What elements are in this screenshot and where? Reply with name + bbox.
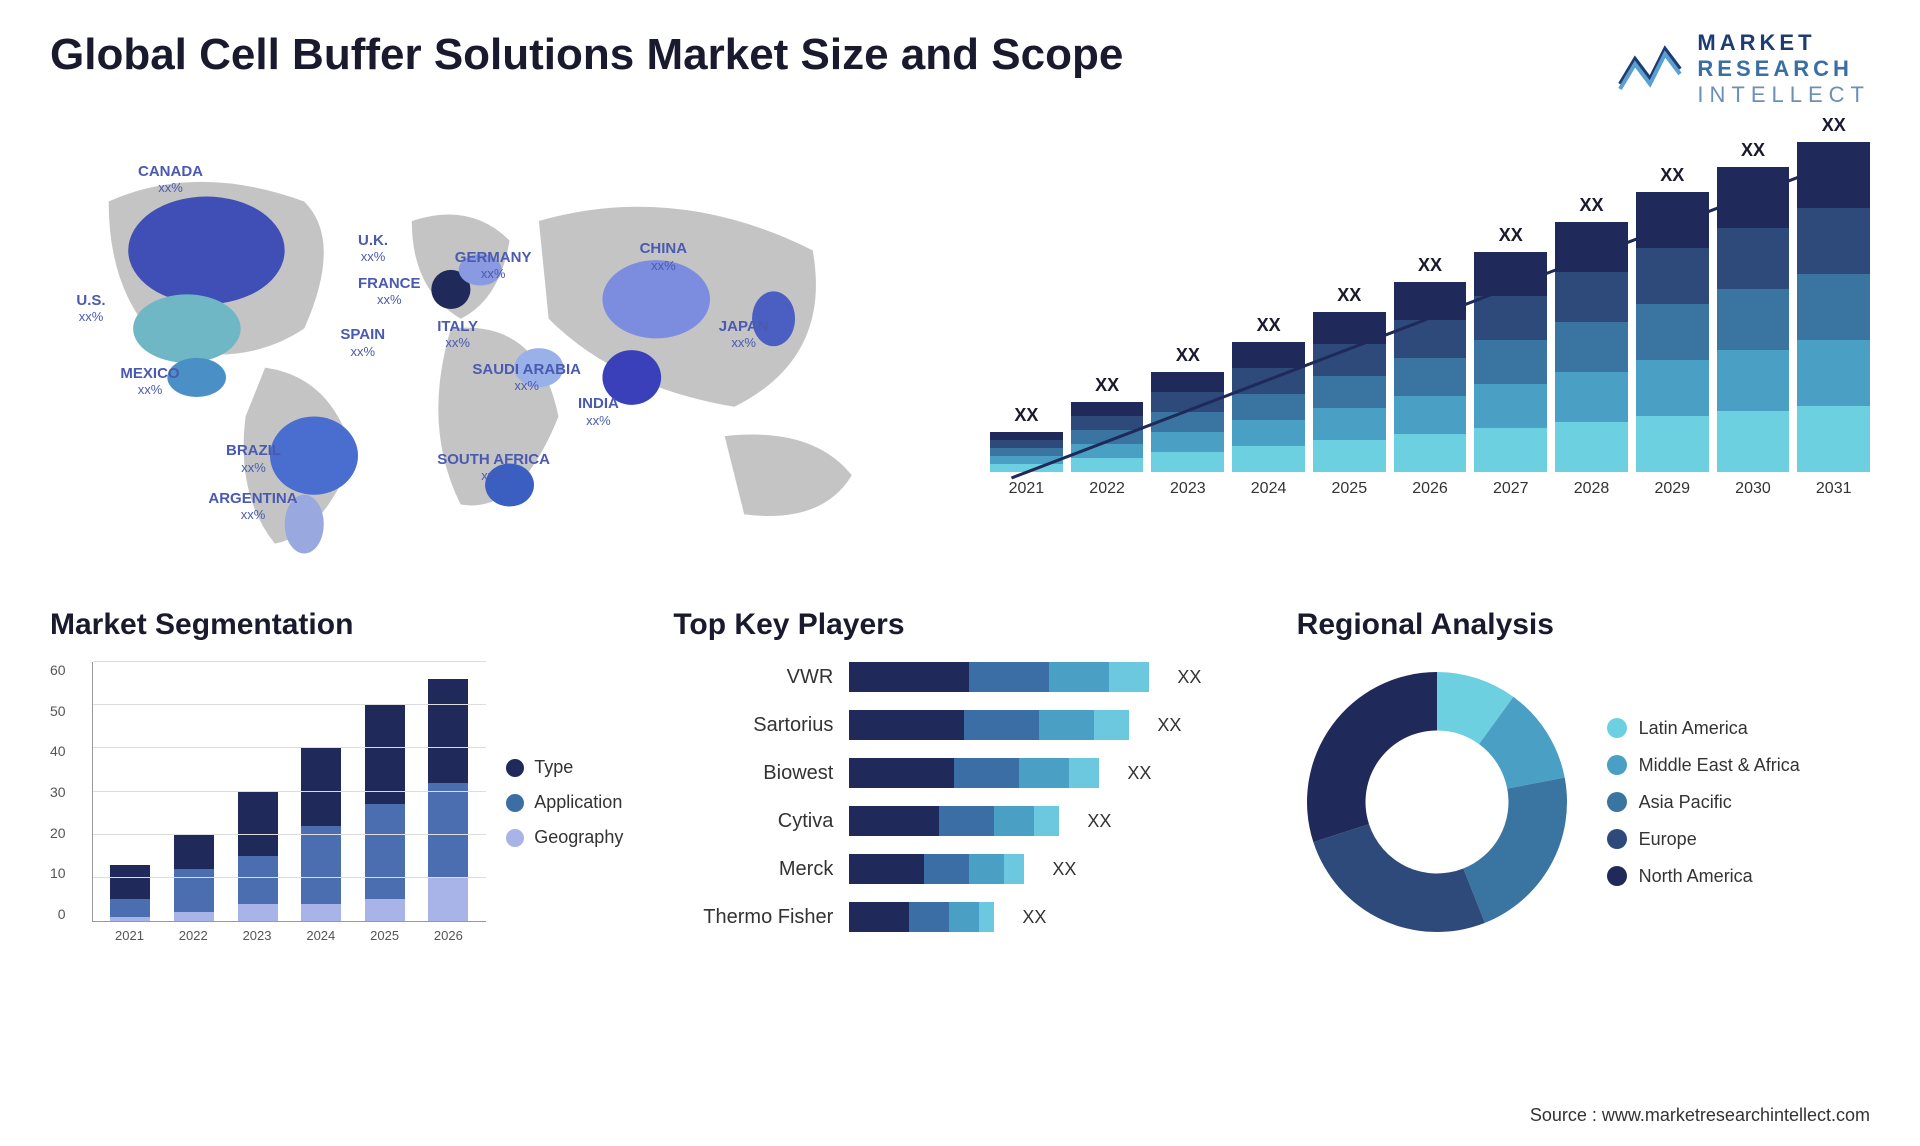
country-label: ARGENTINAxx% [208, 491, 297, 524]
seg-bar [110, 865, 150, 921]
seg-y-axis: 6050403020100 [50, 662, 72, 922]
country-label: BRAZILxx% [226, 443, 281, 476]
logo-line1: MARKET [1697, 30, 1870, 56]
player-row: SartoriusXX [673, 710, 1246, 740]
growth-bar-chart: XX2021XX2022XX2023XX2024XX2025XX2026XX20… [990, 138, 1870, 568]
country-label: ITALYxx% [437, 319, 478, 352]
growth-bar: XX2024 [1232, 315, 1305, 498]
seg-x-axis: 202120222023202420252026 [92, 928, 487, 943]
growth-bar: XX2025 [1313, 285, 1386, 498]
donut-slice [1307, 672, 1437, 842]
players-title: Top Key Players [673, 608, 1246, 642]
map-svg [50, 138, 930, 568]
donut-slice [1463, 778, 1567, 923]
player-row: CytivaXX [673, 806, 1246, 836]
growth-bar: XX2030 [1717, 140, 1790, 498]
country-label: INDIAxx% [578, 396, 619, 429]
seg-bar [428, 679, 468, 921]
seg-bar [238, 792, 278, 922]
growth-bar: XX2031 [1797, 115, 1870, 498]
country-label: CANADAxx% [138, 164, 203, 197]
country-label: SAUDI ARABIAxx% [472, 362, 581, 395]
seg-bar [301, 748, 341, 921]
source-text: Source : www.marketresearchintellect.com [1530, 1105, 1870, 1126]
seg-legend-item: Geography [506, 827, 623, 848]
country-label: MEXICOxx% [120, 366, 179, 399]
donut-slice [1313, 824, 1484, 932]
segmentation-title: Market Segmentation [50, 608, 623, 642]
growth-bar: XX2021 [990, 405, 1063, 498]
logo-line2: RESEARCH [1697, 56, 1870, 82]
country-label: U.S.xx% [76, 293, 105, 326]
player-row: MerckXX [673, 854, 1246, 884]
regional-donut [1297, 662, 1577, 942]
regional-panel: Regional Analysis Latin America Middle Ea… [1297, 608, 1870, 943]
growth-bar: XX2027 [1474, 225, 1547, 498]
player-row: VWRXX [673, 662, 1246, 692]
segmentation-panel: Market Segmentation 6050403020100 202120… [50, 608, 623, 943]
logo-line3: INTELLECT [1697, 82, 1870, 108]
growth-bar: XX2023 [1151, 345, 1224, 498]
logo: MARKET RESEARCH INTELLECT [1615, 30, 1870, 108]
growth-bar: XX2028 [1555, 195, 1628, 498]
country-label: SPAINxx% [340, 327, 385, 360]
regional-title: Regional Analysis [1297, 608, 1870, 642]
regional-legend-item: Europe [1607, 829, 1800, 850]
seg-plot [92, 662, 487, 922]
regional-legend-item: Middle East & Africa [1607, 755, 1800, 776]
seg-legend-item: Application [506, 792, 623, 813]
seg-legend: Type Application Geography [506, 662, 623, 943]
country-label: FRANCExx% [358, 276, 421, 309]
country-label: GERMANYxx% [455, 250, 532, 283]
growth-bar: XX2026 [1394, 255, 1467, 498]
seg-legend-item: Type [506, 757, 623, 778]
world-map: CANADAxx% U.S.xx% MEXICOxx% BRAZILxx% ARGENT… [50, 138, 930, 568]
country-label: CHINAxx% [640, 241, 688, 274]
seg-bar [365, 705, 405, 921]
logo-icon [1615, 39, 1685, 99]
regional-legend-item: North America [1607, 866, 1800, 887]
growth-bar: XX2022 [1071, 375, 1144, 498]
regional-legend-item: Asia Pacific [1607, 792, 1800, 813]
growth-bar: XX2029 [1636, 165, 1709, 498]
country-label: U.K.xx% [358, 233, 388, 266]
regional-legend: Latin America Middle East & Africa Asia Pa… [1607, 718, 1800, 887]
regional-legend-item: Latin America [1607, 718, 1800, 739]
players-panel: Top Key Players VWRXX SartoriusXX BiowestX… [673, 608, 1246, 943]
player-row: BiowestXX [673, 758, 1246, 788]
country-label: SOUTH AFRICAxx% [437, 452, 550, 485]
country-label: JAPANxx% [719, 319, 769, 352]
players-chart: VWRXX SartoriusXX BiowestXX CytivaXX MerckXX… [673, 662, 1246, 932]
page-title: Global Cell Buffer Solutions Market Size… [50, 30, 1123, 80]
player-row: Thermo FisherXX [673, 902, 1246, 932]
